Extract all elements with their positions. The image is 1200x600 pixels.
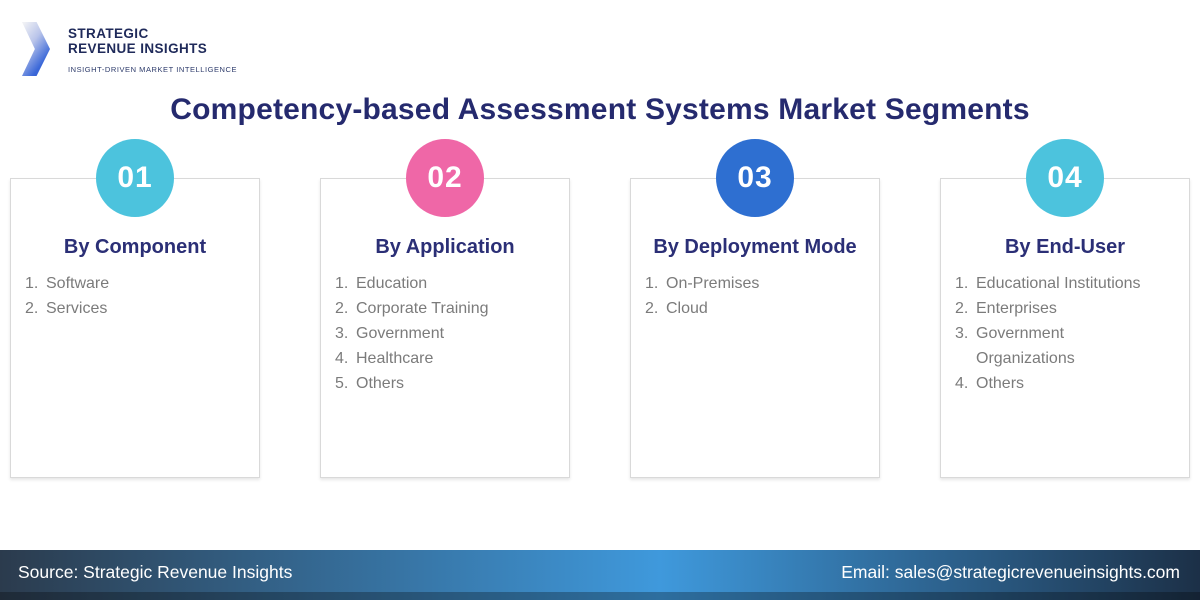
footer-bar: Source: Strategic Revenue Insights Email… [0, 550, 1200, 600]
list-item: On-Premises [645, 271, 760, 296]
card-title-end-user: By End-User [1004, 236, 1126, 258]
page-title: Competency-based Assessment Systems Mark… [170, 93, 1030, 126]
card-title-deployment-mode: By Deployment Mode [653, 236, 857, 258]
card-title-application: By Application [375, 236, 515, 258]
list-item: Software [25, 271, 110, 296]
badge-02: 02 [406, 139, 484, 217]
list-item: Education [335, 271, 428, 296]
badge-04: 04 [1026, 139, 1104, 217]
segment-list-application: Education Corporate Training Government Hea… [321, 271, 569, 396]
segment-card-component: 01 By Component Software Services [10, 139, 260, 478]
list-item: Others [955, 371, 1025, 396]
list-item: Cloud [645, 296, 708, 321]
brand-logo: STRATEGIC REVENUE INSIGHTS INSIGHT-DRIVE… [22, 18, 237, 76]
segment-list-end-user: Educational Institutions Enterprises Gover… [941, 271, 1189, 396]
segment-list-deployment-mode: On-Premises Cloud [631, 271, 879, 321]
card-title-component: By Component [63, 236, 207, 258]
segment-card-deployment-mode: 03 By Deployment Mode On-Premises Cloud [630, 139, 880, 478]
list-item: Government Organizations [955, 321, 1075, 367]
segment-list-component: Software Services [11, 271, 259, 321]
list-item: Educational Institutions [955, 271, 1141, 296]
badge-01: 01 [96, 139, 174, 217]
list-item: Services [25, 296, 108, 321]
footer-source-text: Source: Strategic Revenue Insights [18, 561, 293, 582]
list-item: Healthcare [335, 346, 434, 371]
chevron-arrow-icon [22, 22, 50, 76]
footer-email-text: Email: sales@strategicrevenueinsights.co… [841, 561, 1180, 582]
segment-card-end-user: 04 By End-User Educational Institutions E… [940, 139, 1190, 478]
list-item: Enterprises [955, 296, 1057, 321]
list-item: Corporate Training [335, 296, 489, 321]
segment-card-application: 02 By Application Education Corporate Tra… [320, 139, 570, 478]
logo-company-name: STRATEGIC REVENUE INSIGHTS [68, 26, 208, 56]
list-item: Others [335, 371, 405, 396]
badge-03: 03 [716, 139, 794, 217]
logo-tagline: INSIGHT-DRIVEN MARKET INTELLIGENCE [68, 65, 238, 74]
logo-text-block: STRATEGIC REVENUE INSIGHTS INSIGHT-DRIVE… [68, 18, 237, 76]
list-item: Government [335, 321, 445, 346]
